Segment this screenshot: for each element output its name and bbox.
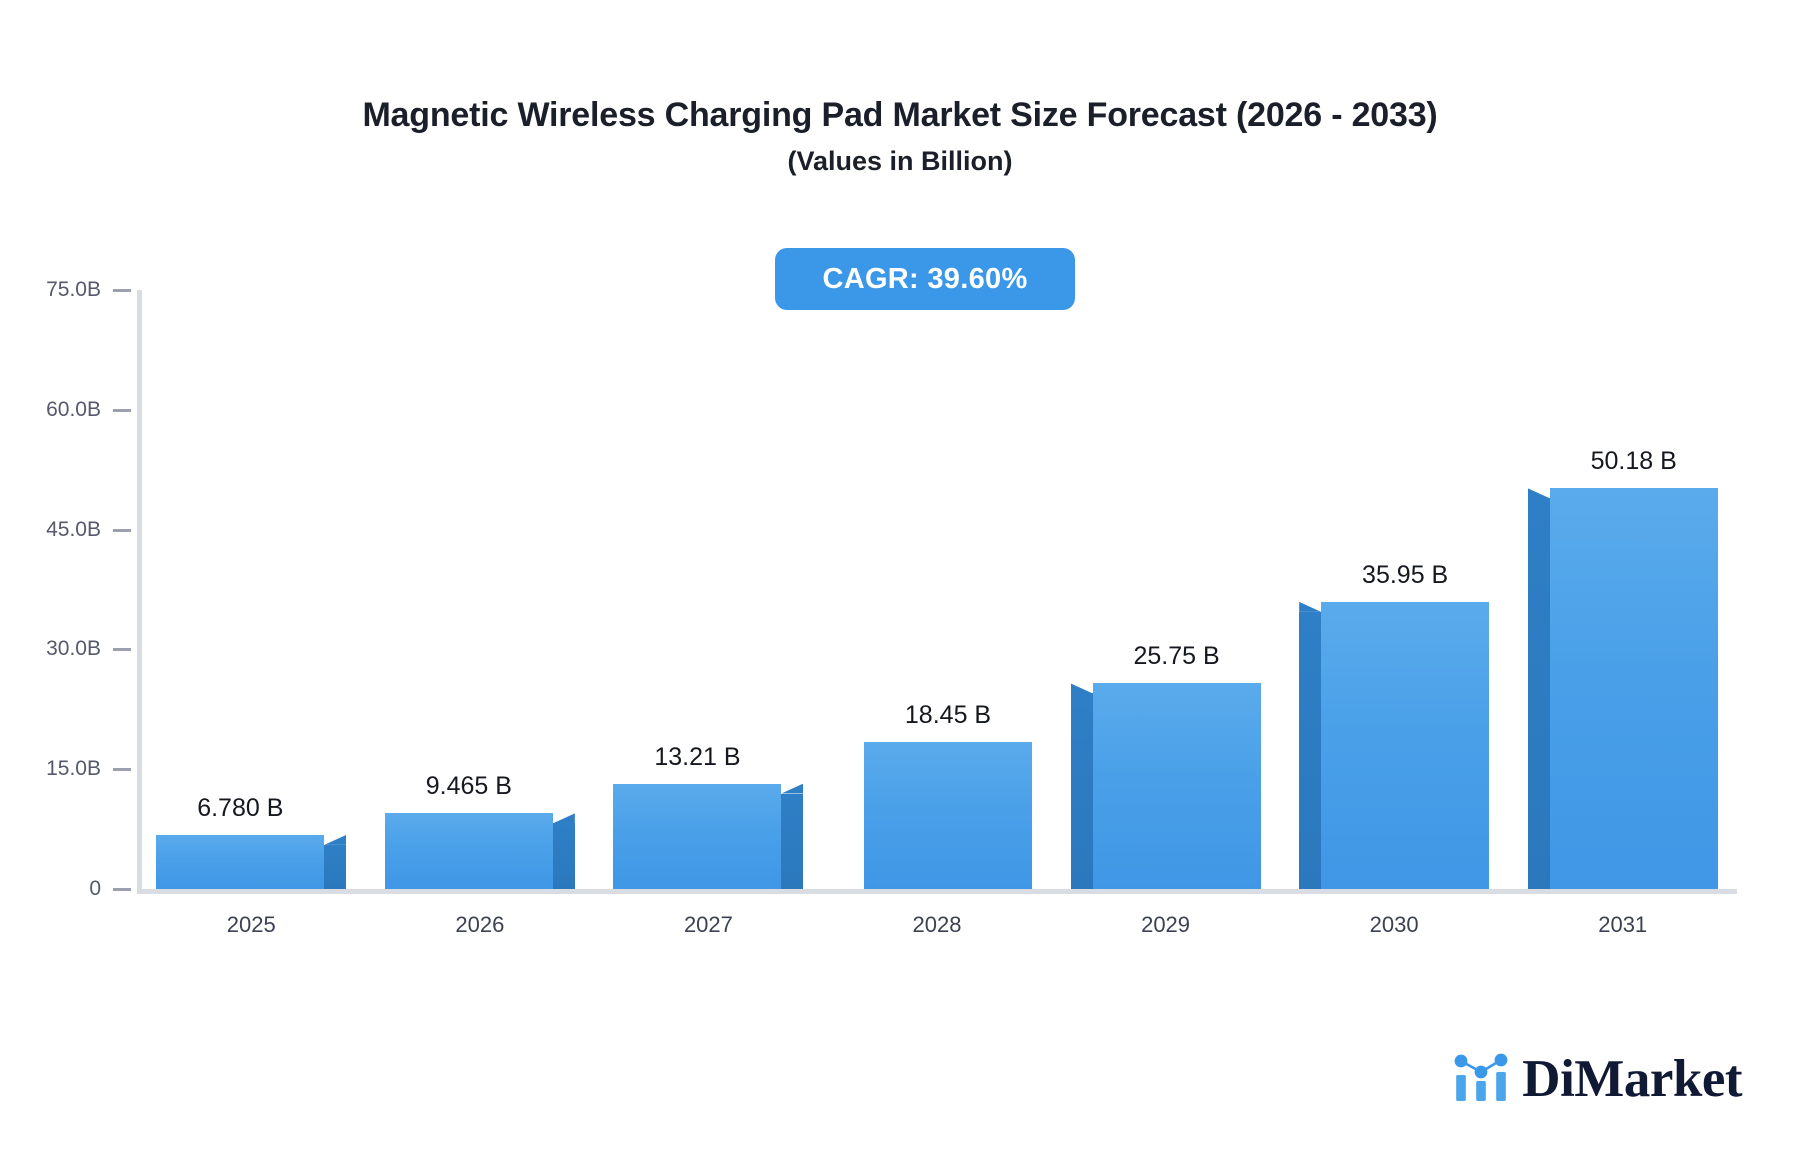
bar-face bbox=[864, 741, 1032, 889]
bar-chart-dots-icon bbox=[1452, 1051, 1510, 1108]
bar-value-label: 18.45 B bbox=[904, 700, 992, 729]
bar-face bbox=[1321, 601, 1490, 889]
bar-3d-top-bevel bbox=[1299, 601, 1322, 612]
y-axis-tick-mark bbox=[113, 768, 131, 772]
y-axis-tick-label: 30.0B bbox=[46, 637, 101, 661]
bar-3d-side bbox=[1527, 498, 1550, 889]
bar-3d-side bbox=[1299, 611, 1322, 889]
bar-3d-top-bevel bbox=[781, 783, 804, 794]
bar-value-label: 35.95 B bbox=[1362, 560, 1449, 589]
dimarket-logo: DiMarket bbox=[1452, 1051, 1742, 1108]
x-axis-label: 2028 bbox=[912, 912, 962, 937]
y-axis-tick-label: 75.0B bbox=[46, 278, 101, 301]
cagr-badge-label: CAGR: 39.60% bbox=[822, 262, 1028, 295]
x-axis-label: 2027 bbox=[683, 912, 733, 937]
x-axis-label: 2030 bbox=[1369, 912, 1419, 937]
y-axis-line bbox=[137, 290, 142, 891]
y-axis-tick-label: 45.0B bbox=[46, 517, 101, 541]
bar-3d-top-bevel bbox=[324, 834, 347, 845]
bar-3d-side bbox=[781, 793, 804, 889]
y-axis-tick-mark bbox=[113, 888, 131, 891]
y-axis-tick-mark bbox=[113, 528, 131, 532]
x-axis-label: 2026 bbox=[455, 912, 505, 937]
bar-value-label: 6.780 B bbox=[197, 793, 284, 822]
bar-3d-top-bevel bbox=[552, 813, 575, 824]
x-axis-label: 2031 bbox=[1598, 912, 1648, 937]
bar-3d-top-bevel bbox=[1070, 683, 1093, 694]
x-axis-label: 2029 bbox=[1141, 912, 1191, 937]
cagr-badge: CAGR: 39.60% bbox=[775, 248, 1075, 310]
chart-subtitle: (Values in Billion) bbox=[787, 146, 1013, 176]
x-axis-label: 2025 bbox=[226, 912, 276, 937]
bar-face bbox=[384, 813, 553, 889]
bar-value-label: 9.465 B bbox=[425, 772, 512, 801]
y-axis-tick-label: 60.0B bbox=[46, 397, 101, 421]
y-axis-tick-label: 15.0B bbox=[46, 757, 101, 781]
chart-title: Magnetic Wireless Charging Pad Market Si… bbox=[362, 96, 1438, 134]
bar-3d-top-bevel bbox=[1527, 488, 1550, 499]
y-axis-tick-mark bbox=[113, 408, 131, 412]
y-axis-tick-label: 0 bbox=[89, 877, 101, 900]
bar-3d-side bbox=[1070, 693, 1093, 889]
logo-wordmark: DiMarket bbox=[1522, 1050, 1742, 1108]
y-axis-tick-mark bbox=[113, 289, 131, 292]
y-axis-tick-mark bbox=[113, 648, 131, 652]
bar-value-label: 50.18 B bbox=[1590, 447, 1677, 476]
bar-3d-side bbox=[324, 844, 347, 889]
bar-face bbox=[156, 834, 325, 889]
bar-3d-side bbox=[552, 823, 575, 889]
bar-value-label: 25.75 B bbox=[1133, 642, 1220, 671]
x-axis-line bbox=[137, 889, 1737, 894]
bar-value-label: 13.21 B bbox=[654, 742, 741, 771]
bar-face bbox=[1549, 488, 1718, 889]
bar-face bbox=[1092, 683, 1261, 889]
bar-face bbox=[613, 783, 782, 889]
